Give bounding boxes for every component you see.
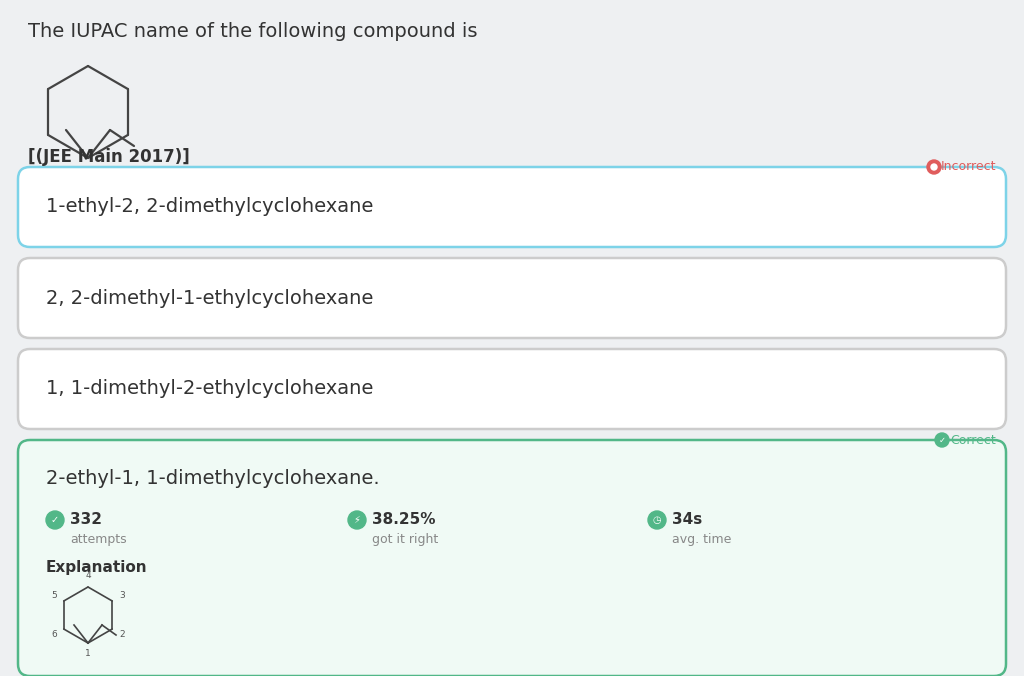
- Circle shape: [348, 511, 366, 529]
- Text: attempts: attempts: [70, 533, 127, 546]
- Text: 6: 6: [51, 630, 57, 639]
- Text: 1, 1-dimethyl-2-ethylcyclohexane: 1, 1-dimethyl-2-ethylcyclohexane: [46, 379, 374, 398]
- Text: 2, 2-dimethyl-1-ethylcyclohexane: 2, 2-dimethyl-1-ethylcyclohexane: [46, 289, 374, 308]
- Text: got it right: got it right: [372, 533, 438, 546]
- Text: 2: 2: [119, 630, 125, 639]
- Text: 1: 1: [85, 650, 91, 658]
- Text: Explanation: Explanation: [46, 560, 147, 575]
- Circle shape: [927, 160, 941, 174]
- Text: Correct: Correct: [950, 433, 996, 447]
- Text: 4: 4: [85, 571, 91, 581]
- FancyBboxPatch shape: [18, 440, 1006, 676]
- FancyBboxPatch shape: [18, 167, 1006, 247]
- Text: 1-ethyl-2, 2-dimethylcyclohexane: 1-ethyl-2, 2-dimethylcyclohexane: [46, 197, 374, 216]
- Text: avg. time: avg. time: [672, 533, 731, 546]
- Text: 34s: 34s: [672, 512, 702, 527]
- Circle shape: [931, 164, 937, 170]
- Text: ✓: ✓: [51, 515, 59, 525]
- Circle shape: [46, 511, 63, 529]
- Circle shape: [935, 433, 949, 447]
- Text: The IUPAC name of the following compound is: The IUPAC name of the following compound…: [28, 22, 477, 41]
- FancyBboxPatch shape: [18, 258, 1006, 338]
- FancyBboxPatch shape: [18, 349, 1006, 429]
- Text: 2-ethyl-1, 1-dimethylcyclohexane.: 2-ethyl-1, 1-dimethylcyclohexane.: [46, 468, 380, 487]
- Text: ✓: ✓: [939, 435, 945, 445]
- Text: 38.25%: 38.25%: [372, 512, 435, 527]
- Text: [(JEE Main 2017)]: [(JEE Main 2017)]: [28, 148, 189, 166]
- Text: 3: 3: [119, 591, 125, 600]
- Text: 5: 5: [51, 591, 57, 600]
- Text: 332: 332: [70, 512, 102, 527]
- Text: ◷: ◷: [652, 515, 662, 525]
- Text: ⚡: ⚡: [353, 515, 360, 525]
- Circle shape: [648, 511, 666, 529]
- Text: Incorrect: Incorrect: [940, 160, 996, 174]
